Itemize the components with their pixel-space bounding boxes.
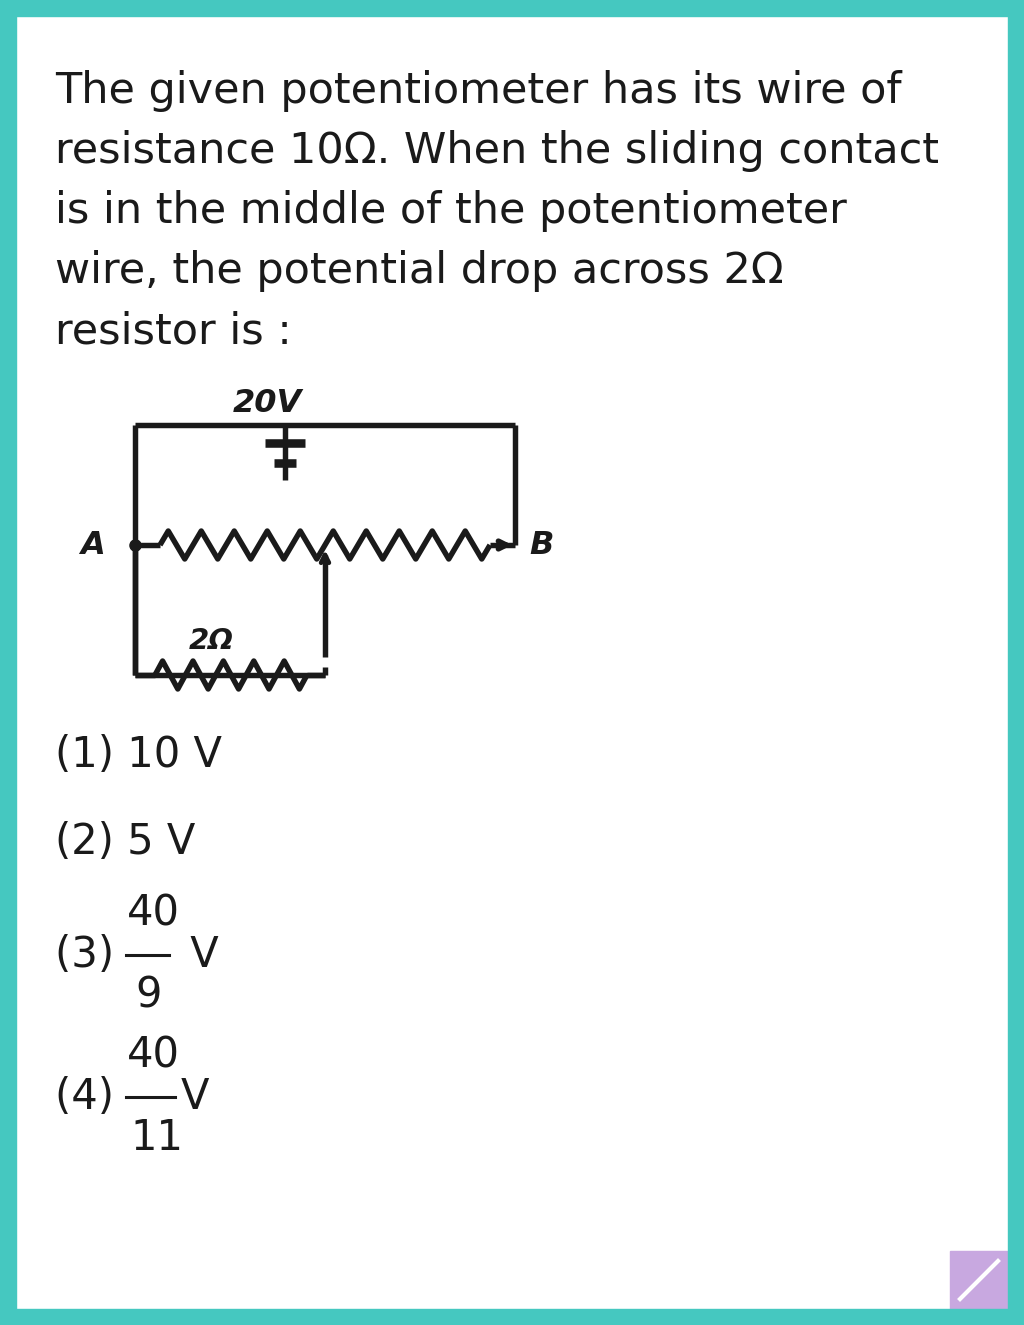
Text: (2) 5 V: (2) 5 V: [55, 822, 196, 863]
Bar: [1008, 0, 1024, 1325]
Bar: [950, 1251, 1008, 1309]
Text: V: V: [181, 1076, 210, 1118]
Text: 20V: 20V: [233, 388, 302, 419]
Bar: [0, 1309, 1024, 1325]
Text: A: A: [80, 530, 105, 560]
Text: B: B: [529, 530, 553, 560]
Bar: [0, 0, 16, 1325]
Text: The given potentiometer has its wire of: The given potentiometer has its wire of: [55, 70, 901, 113]
Text: 11: 11: [130, 1117, 183, 1159]
Text: (4): (4): [55, 1076, 127, 1118]
Bar: [0, 0, 1024, 16]
Text: 40: 40: [127, 1035, 180, 1077]
Text: wire, the potential drop across 2Ω: wire, the potential drop across 2Ω: [55, 250, 783, 292]
Text: resistor is :: resistor is :: [55, 310, 292, 352]
Text: is in the middle of the potentiometer: is in the middle of the potentiometer: [55, 189, 847, 232]
Text: 40: 40: [127, 893, 180, 935]
Text: V: V: [177, 934, 219, 977]
Text: 2Ω: 2Ω: [188, 627, 233, 655]
Text: (3): (3): [55, 934, 127, 977]
Text: (1) 10 V: (1) 10 V: [55, 734, 222, 776]
Text: resistance 10Ω. When the sliding contact: resistance 10Ω. When the sliding contact: [55, 130, 939, 172]
Text: 9: 9: [135, 975, 162, 1018]
